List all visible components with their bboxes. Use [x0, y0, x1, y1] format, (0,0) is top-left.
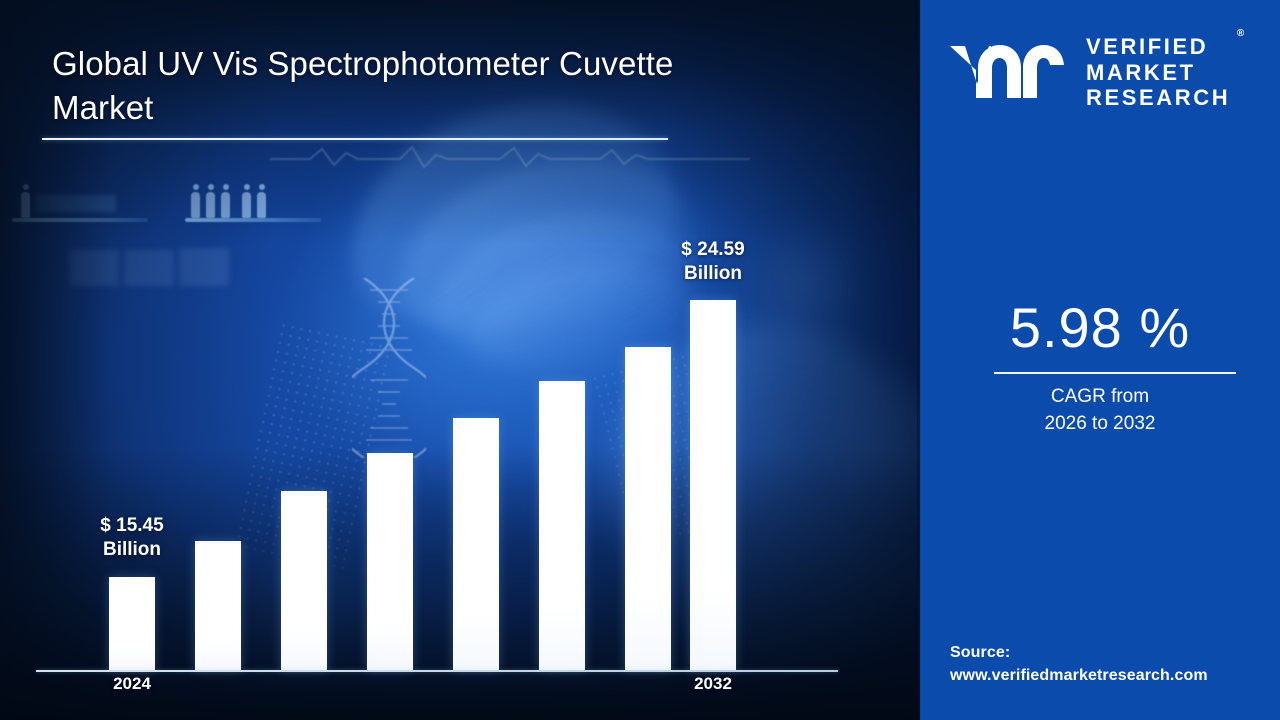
chart-bar	[453, 418, 499, 670]
brand-name-line-2: MARKET	[1086, 59, 1196, 85]
title-divider	[42, 138, 668, 140]
chart-bar	[539, 381, 585, 670]
brand-logo[interactable]: VERIFIED MARKET RESEARCH ®	[948, 28, 1260, 111]
page-title: Global UV Vis Spectrophotometer Cuvette …	[52, 42, 692, 130]
cagr-caption-line-2: 2026 to 2032	[1044, 412, 1156, 434]
cagr-value: 5.98 %	[1009, 296, 1191, 359]
panel-edge-shadow	[917, 0, 921, 720]
bar-value-unit: Billion	[683, 262, 743, 284]
chart-bar	[690, 300, 736, 670]
brand-name-line-3: RESEARCH	[1086, 85, 1231, 111]
cagr-divider	[994, 372, 1236, 374]
bar-value-label-first: $ 15.45 Billion	[52, 514, 212, 562]
brand-wordmark: VERIFIED MARKET RESEARCH ®	[1086, 28, 1244, 111]
chart-bar	[367, 453, 413, 670]
chart-bar	[281, 491, 327, 670]
cagr-caption-line-1: CAGR from	[1050, 386, 1150, 407]
bar-value-amount: $ 24.59	[681, 239, 745, 260]
source-url[interactable]: www.verifiedmarketresearch.com	[950, 667, 1208, 685]
cagr-caption: CAGR from 2026 to 2032	[920, 384, 1280, 438]
x-axis-tick-end: 2032	[694, 674, 732, 693]
x-axis-tick-start: 2024	[113, 674, 151, 693]
chart-x-axis	[36, 670, 838, 672]
source-attribution: Source: www.verifiedmarketresearch.com	[950, 641, 1280, 687]
brand-name-line-1: VERIFIED	[1086, 34, 1209, 59]
registered-trademark-icon: ®	[1236, 28, 1245, 39]
bar-value-unit: Billion	[102, 538, 162, 560]
vmr-logo-mark-icon	[950, 44, 1064, 98]
bar-value-label-last: $ 24.59 Billion	[633, 238, 793, 286]
page-title-text: Global UV Vis Spectrophotometer Cuvette …	[52, 45, 674, 126]
chart-bar	[195, 541, 241, 670]
brand-panel: VERIFIED MARKET RESEARCH ® 5.98 % CAGR f…	[920, 0, 1280, 720]
bar-value-amount: $ 15.45	[100, 515, 164, 536]
chart-bar	[109, 577, 155, 670]
chart-bar	[625, 347, 671, 670]
source-label: Source:	[950, 644, 1011, 661]
bar-chart: $ 15.45 Billion $ 24.59 Billion 2024 203…	[36, 238, 838, 693]
